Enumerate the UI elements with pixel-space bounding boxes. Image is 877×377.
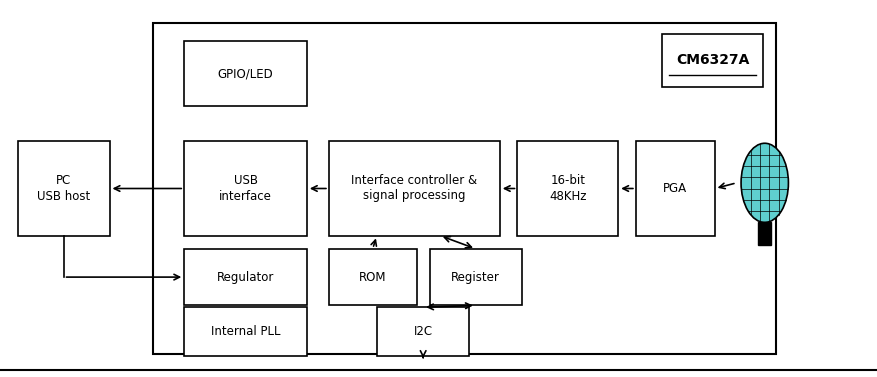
FancyBboxPatch shape <box>184 141 307 236</box>
FancyBboxPatch shape <box>662 34 763 87</box>
Text: GPIO/LED: GPIO/LED <box>217 67 274 80</box>
FancyBboxPatch shape <box>517 141 618 236</box>
Text: Interface controller &
signal processing: Interface controller & signal processing <box>352 175 477 202</box>
FancyBboxPatch shape <box>430 249 522 305</box>
Text: 16-bit
48KHz: 16-bit 48KHz <box>549 175 587 202</box>
Text: ROM: ROM <box>359 271 387 284</box>
FancyBboxPatch shape <box>184 249 307 305</box>
FancyBboxPatch shape <box>329 141 500 236</box>
Text: Internal PLL: Internal PLL <box>210 325 281 338</box>
FancyBboxPatch shape <box>758 222 772 245</box>
FancyBboxPatch shape <box>153 23 776 354</box>
FancyBboxPatch shape <box>184 307 307 356</box>
FancyBboxPatch shape <box>377 307 469 356</box>
FancyBboxPatch shape <box>184 41 307 106</box>
FancyBboxPatch shape <box>18 141 110 236</box>
Ellipse shape <box>741 143 788 222</box>
Text: PC
USB host: PC USB host <box>37 175 90 202</box>
Text: I2C: I2C <box>414 325 432 338</box>
Text: Register: Register <box>452 271 500 284</box>
FancyBboxPatch shape <box>636 141 715 236</box>
FancyBboxPatch shape <box>329 249 417 305</box>
Text: USB
interface: USB interface <box>219 175 272 202</box>
Text: PGA: PGA <box>663 182 688 195</box>
Text: Regulator: Regulator <box>217 271 275 284</box>
Text: CM6327A: CM6327A <box>676 53 749 67</box>
